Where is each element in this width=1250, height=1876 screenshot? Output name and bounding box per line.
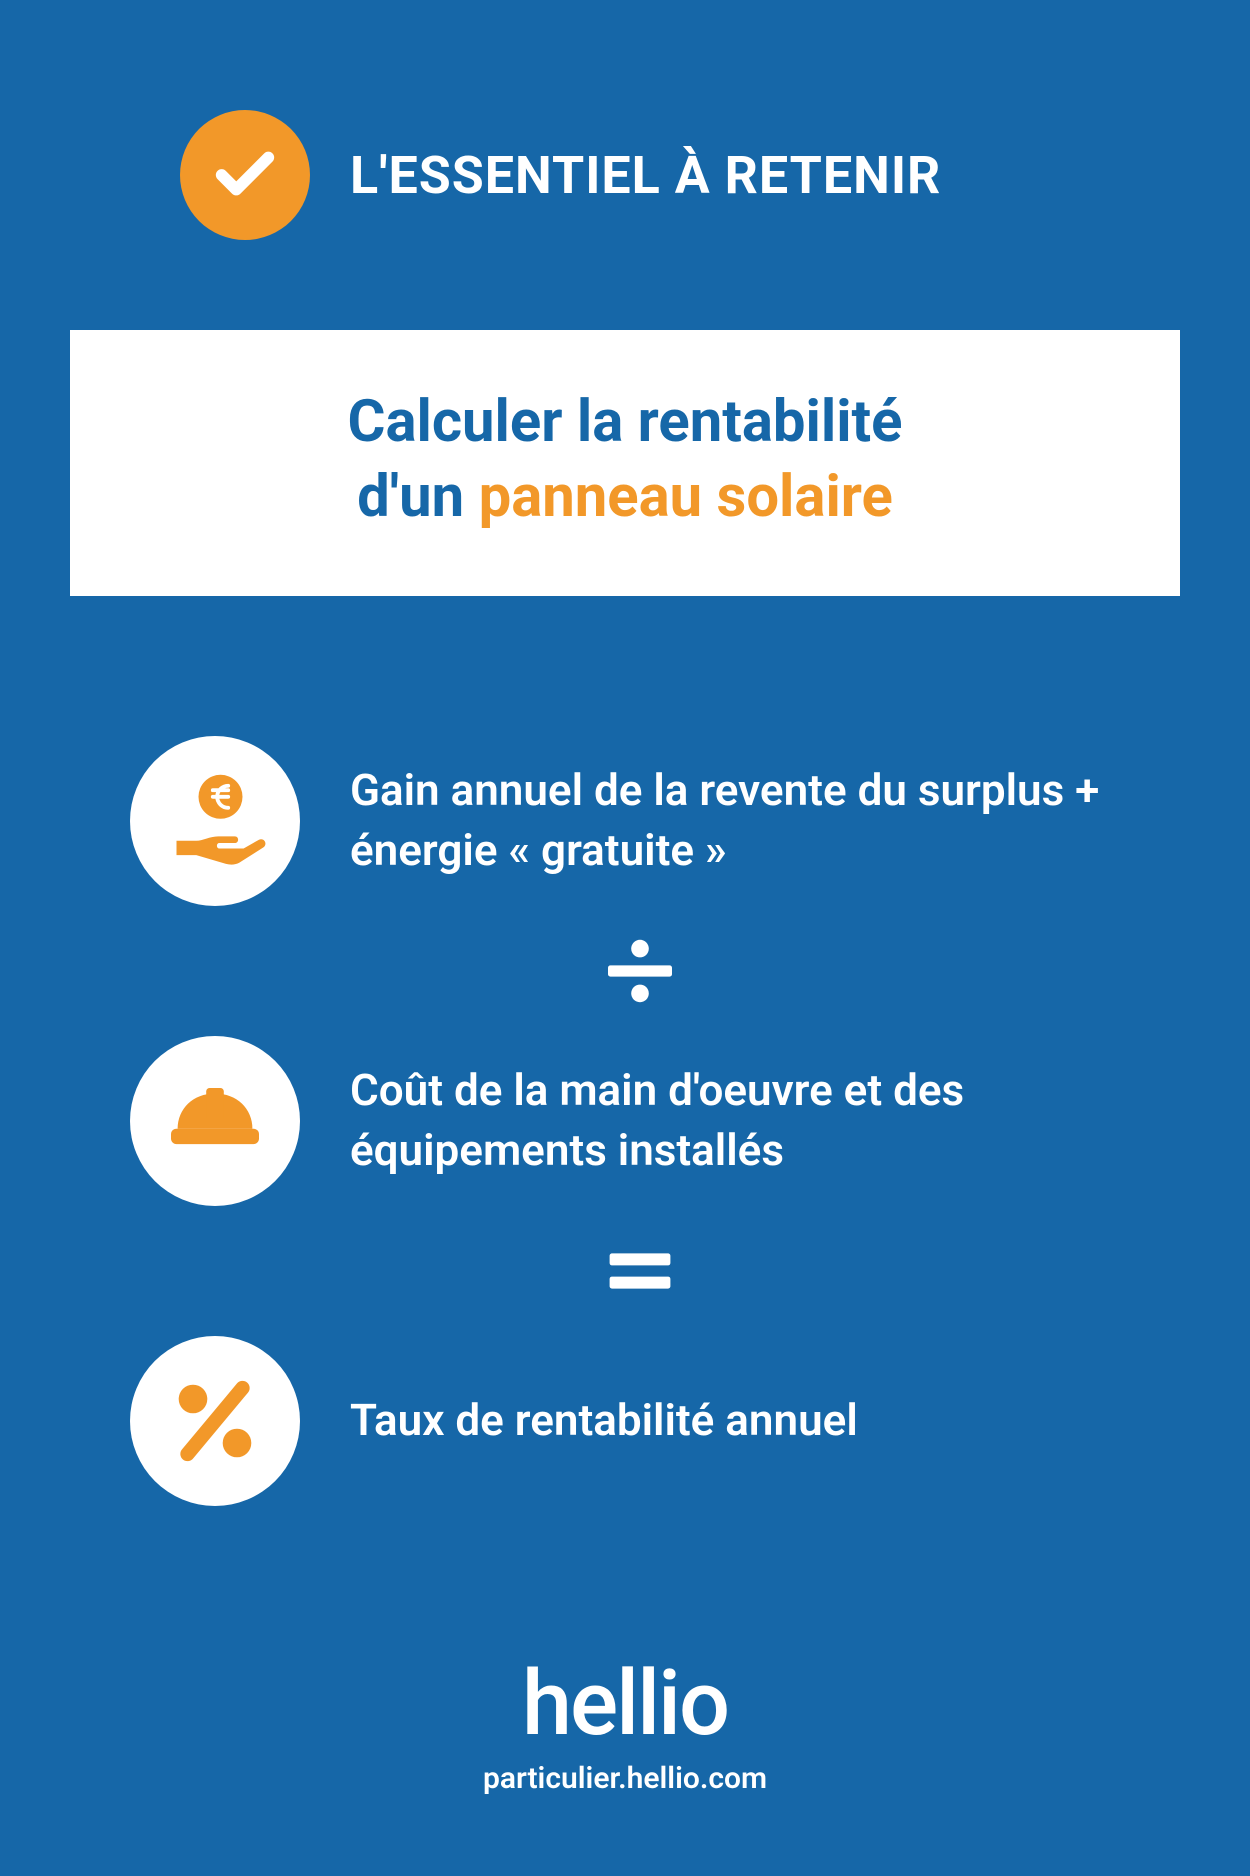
item-row: Gain annuel de la revente du surplus + é… (130, 736, 1150, 906)
item-text: Gain annuel de la revente du surplus + é… (350, 761, 1150, 880)
title-line1: Calculer la rentabilité (110, 385, 1140, 460)
item-row: Coût de la main d'oeuvre et des équipeme… (130, 1036, 1150, 1206)
divide-operator (130, 906, 1150, 1036)
euro-hand-icon (130, 736, 300, 906)
item-row: Taux de rentabilité annuel (130, 1336, 1150, 1506)
title-line2: d'un panneau solaire (110, 460, 1140, 535)
item-text: Taux de rentabilité annuel (350, 1391, 858, 1450)
logo-text: hellio (0, 1651, 1250, 1756)
check-icon (180, 110, 310, 240)
footer: hellio particulier.hellio.com (0, 1651, 1250, 1796)
title-card: Calculer la rentabilité d'un panneau sol… (70, 330, 1180, 596)
equals-operator (130, 1206, 1150, 1336)
percent-icon (130, 1336, 300, 1506)
header: L'ESSENTIEL À RETENIR (0, 0, 1250, 240)
hardhat-icon (130, 1036, 300, 1206)
header-title: L'ESSENTIEL À RETENIR (350, 145, 941, 206)
items-list: Gain annuel de la revente du surplus + é… (0, 596, 1250, 1506)
item-text: Coût de la main d'oeuvre et des équipeme… (350, 1061, 1150, 1180)
footer-url: particulier.hellio.com (0, 1761, 1250, 1796)
